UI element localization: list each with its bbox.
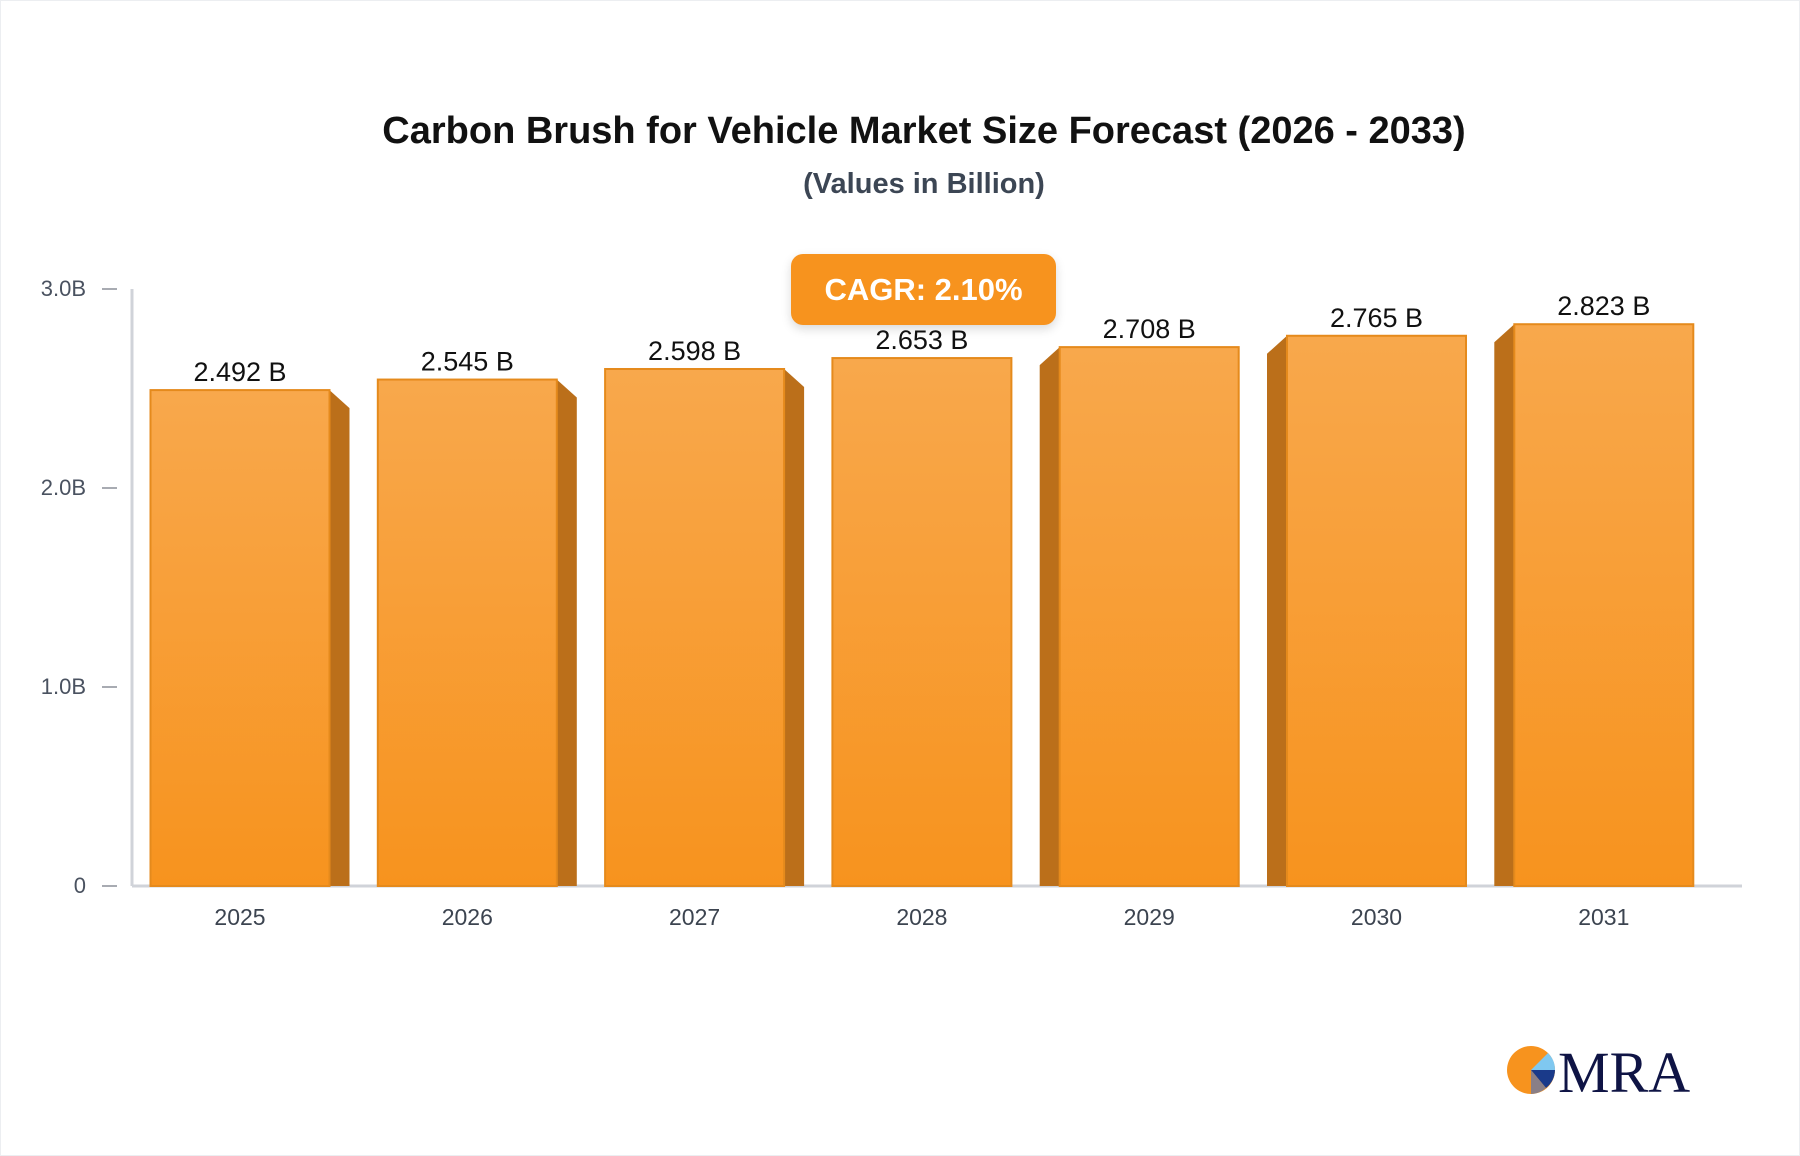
- y-tick-label: 2.0B: [41, 475, 86, 500]
- x-tick-label: 2029: [1124, 904, 1175, 930]
- cagr-badge: CAGR: 2.10%: [791, 254, 1056, 325]
- logo-text: MRA: [1558, 1040, 1690, 1100]
- bar-2026: [376, 378, 558, 887]
- bar-side: [556, 379, 577, 886]
- data-label: 2.598 B: [648, 336, 741, 366]
- data-label: 2.653 B: [875, 325, 968, 355]
- bar-2025: [149, 389, 331, 887]
- x-tick-label: 2028: [896, 904, 947, 930]
- x-tick-label: 2030: [1351, 904, 1402, 930]
- x-tick-label: 2031: [1578, 904, 1629, 930]
- bar-side: [784, 368, 805, 886]
- data-label: 2.492 B: [193, 357, 286, 387]
- data-label: 2.823 B: [1557, 291, 1650, 321]
- bar-side: [329, 390, 350, 886]
- bar-2030: [1286, 334, 1467, 887]
- data-label: 2.708 B: [1103, 314, 1196, 344]
- x-tick-label: 2027: [669, 904, 720, 930]
- bar-2029: [1058, 346, 1240, 888]
- data-label: 2.765 B: [1330, 303, 1423, 333]
- data-label: 2.545 B: [421, 347, 514, 377]
- y-tick-label: 0: [74, 873, 86, 898]
- y-tick-label: 3.0B: [41, 276, 86, 301]
- y-tick-label: 1.0B: [41, 674, 86, 699]
- bar-2027: [604, 367, 786, 887]
- bar-2028: [831, 357, 1013, 888]
- chart-title: Carbon Brush for Vehicle Market Size For…: [382, 110, 1466, 152]
- bar-side: [1039, 347, 1060, 886]
- bar-2031: [1513, 323, 1695, 887]
- x-tick-label: 2026: [442, 904, 493, 930]
- chart-subtitle: (Values in Billion): [803, 168, 1045, 200]
- bar-side: [1267, 335, 1287, 886]
- x-tick-label: 2025: [214, 904, 265, 930]
- bar-side: [1494, 324, 1515, 886]
- mra-logo: MRA: [1506, 1040, 1696, 1105]
